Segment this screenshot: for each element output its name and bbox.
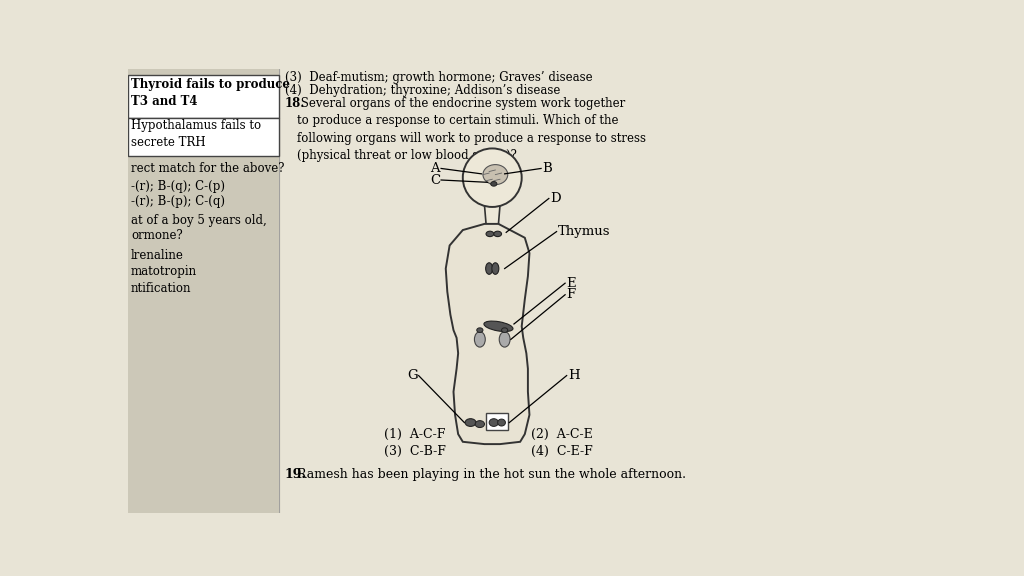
Text: 19.: 19. — [285, 468, 306, 481]
Text: A: A — [430, 162, 440, 175]
Ellipse shape — [500, 332, 510, 347]
Text: B: B — [543, 162, 552, 175]
Text: (1)  A-C-F: (1) A-C-F — [384, 428, 445, 441]
Text: G: G — [407, 369, 418, 382]
Text: ormone?: ormone? — [131, 229, 183, 242]
Polygon shape — [445, 224, 529, 444]
Ellipse shape — [484, 321, 513, 332]
Ellipse shape — [474, 332, 485, 347]
Ellipse shape — [498, 419, 506, 426]
Text: (2)  A-C-E: (2) A-C-E — [531, 428, 593, 441]
Ellipse shape — [486, 231, 494, 237]
Text: Several organs of the endocrine system work together
to produce a response to ce: Several organs of the endocrine system w… — [297, 97, 646, 162]
Text: 18.: 18. — [285, 97, 305, 110]
Ellipse shape — [475, 420, 484, 427]
Text: at of a boy 5 years old,: at of a boy 5 years old, — [131, 214, 267, 227]
Ellipse shape — [490, 181, 497, 186]
Text: -(r); B-(q); C-(p): -(r); B-(q); C-(p) — [131, 180, 225, 193]
Ellipse shape — [492, 263, 499, 274]
Text: D: D — [550, 192, 561, 205]
Ellipse shape — [465, 419, 476, 426]
Text: (3)  C-B-F: (3) C-B-F — [384, 445, 445, 458]
Text: Hypothalamus fails to
secrete TRH: Hypothalamus fails to secrete TRH — [131, 119, 261, 149]
Ellipse shape — [502, 328, 508, 332]
Text: matotropin: matotropin — [131, 265, 198, 278]
Text: F: F — [566, 288, 575, 301]
Text: (4)  C-E-F: (4) C-E-F — [531, 445, 593, 458]
Text: C: C — [430, 173, 440, 187]
Text: Thymus: Thymus — [558, 225, 610, 238]
Text: H: H — [568, 369, 580, 382]
Bar — [128, 75, 280, 118]
Text: Thyroid fails to produce
T3 and T4: Thyroid fails to produce T3 and T4 — [131, 78, 290, 108]
Text: -(r); B-(p); C-(q): -(r); B-(p); C-(q) — [131, 195, 225, 207]
Ellipse shape — [483, 165, 508, 185]
Bar — [486, 414, 508, 430]
Text: (3)  Deaf-mutism; growth hormone; Graves’ disease: (3) Deaf-mutism; growth hormone; Graves’… — [285, 71, 592, 84]
Circle shape — [463, 149, 521, 207]
Text: E: E — [566, 276, 577, 290]
Ellipse shape — [477, 328, 483, 332]
Bar — [128, 118, 280, 156]
Text: (4)  Dehydration; thyroxine; Addison’s disease: (4) Dehydration; thyroxine; Addison’s di… — [285, 84, 560, 97]
Ellipse shape — [485, 263, 493, 274]
Text: rect match for the above?: rect match for the above? — [131, 162, 285, 175]
Text: ntification: ntification — [131, 282, 191, 295]
Text: Ramesh has been playing in the hot sun the whole afternoon.: Ramesh has been playing in the hot sun t… — [297, 468, 686, 481]
Bar — [128, 69, 280, 513]
Polygon shape — [484, 206, 500, 224]
Text: lrenaline: lrenaline — [131, 249, 184, 262]
Ellipse shape — [489, 419, 499, 426]
Ellipse shape — [494, 231, 502, 237]
